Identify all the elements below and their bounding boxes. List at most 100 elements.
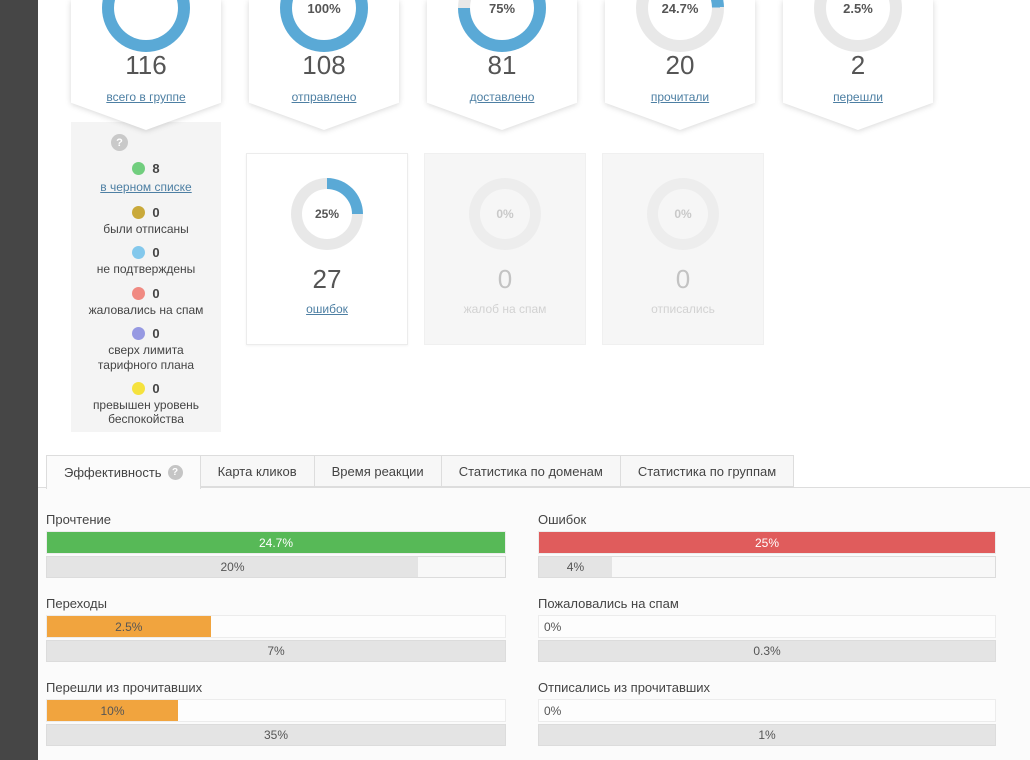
average-bar-fill: 4%: [539, 557, 612, 577]
card-label: жалоб на спам: [463, 302, 547, 316]
metric-spam-rate: Пожаловались на спам 0% 0.3%: [538, 596, 996, 662]
progress-donut: 2.5%: [814, 0, 902, 52]
average-bar-label: 1%: [758, 728, 776, 742]
statistics-tabs: Эффективность ? Карта кликов Время реакц…: [46, 455, 795, 489]
tab-click-map[interactable]: Карта кликов: [200, 455, 315, 487]
average-bar-label: 7%: [267, 644, 285, 658]
legend-item: 0 превышен уровень беспокойства: [71, 381, 221, 427]
legend-dot: [132, 246, 146, 260]
metric-title: Переходы: [46, 596, 107, 611]
progress-donut: [102, 0, 190, 52]
metric-read-rate: Прочтение 24.7% 20%: [46, 512, 506, 578]
legend-label: жаловались на спам: [88, 302, 204, 317]
left-sidebar-strip: [0, 0, 38, 760]
average-bar-label: 35%: [263, 728, 289, 742]
metric-title: Пожаловались на спам: [538, 596, 679, 611]
group-legend-panel: ? 8 в черном списке 0 были отписаны 0 не…: [71, 122, 221, 432]
metrics-column-right: Ошибок 25% 4% Пожаловались на спам 0%: [538, 512, 996, 760]
card-link[interactable]: всего в группе: [106, 90, 186, 104]
legend-label: сверх лимита тарифного плана: [97, 343, 195, 372]
metric-title: Перешли из прочитавших: [46, 680, 203, 695]
tab-group-stats[interactable]: Статистика по группам: [620, 455, 795, 487]
value-bar-label: 25%: [754, 535, 780, 550]
summary-card-total: 116 всего в группе: [71, 0, 221, 130]
card-value: 20: [665, 50, 695, 80]
detail-card-spam-complaints: 0% 0 жалоб на спам: [424, 153, 586, 345]
average-bar-label: 4%: [566, 560, 585, 574]
progress-donut: 0%: [469, 178, 541, 250]
donut-percent: 75%: [488, 0, 516, 16]
help-icon[interactable]: ?: [111, 134, 128, 151]
average-bar-fill: 1%: [539, 725, 995, 745]
legend-label: были отписаны: [103, 222, 189, 236]
card-value: 81: [487, 50, 517, 80]
tab-label: Время реакции: [331, 463, 424, 479]
help-icon[interactable]: ?: [167, 465, 183, 480]
donut-percent: 25%: [314, 207, 340, 221]
value-bar-fill: 0%: [539, 616, 995, 637]
progress-donut: 0%: [647, 178, 719, 250]
tab-label: Эффективность: [64, 465, 162, 480]
tab-effectiveness[interactable]: Эффективность ?: [46, 455, 201, 489]
metric-title: Отписались из прочитавших: [538, 680, 711, 695]
average-bar: 35%: [46, 724, 506, 746]
value-bar: 25%: [538, 531, 996, 554]
legend-dot: [132, 381, 146, 395]
average-bar-fill: 20%: [47, 557, 418, 577]
metric-title: Прочтение: [46, 512, 111, 527]
card-link[interactable]: ошибок: [306, 302, 348, 316]
tab-label: Статистика по доменам: [458, 463, 603, 479]
progress-donut: 24.7%: [636, 0, 724, 52]
card-link[interactable]: отправлено: [291, 90, 357, 104]
value-bar-label: 0%: [544, 703, 562, 718]
legend-dot: [132, 286, 146, 300]
average-bar-label: 0.3%: [753, 644, 781, 658]
value-bar-fill: 10%: [47, 700, 178, 721]
legend-dot: [132, 206, 146, 219]
value-bar-fill: 2.5%: [47, 616, 211, 637]
legend-item: 0 были отписаны: [71, 205, 221, 236]
donut-percent: 2.5%: [843, 0, 873, 16]
legend-item: 0 сверх лимита тарифного плана: [71, 326, 221, 372]
average-bar-fill: 35%: [47, 725, 505, 745]
metric-unsubscribe-rate: Отписались из прочитавших 0% 1%: [538, 680, 996, 746]
average-bar: 4%: [538, 556, 996, 578]
progress-donut: 25%: [291, 178, 363, 250]
donut-percent: 0%: [496, 207, 514, 221]
card-link[interactable]: доставлено: [469, 90, 535, 104]
statistics-page: 116 всего в группе 100% 108 отправлено 7…: [38, 0, 1030, 760]
value-bar-fill: 24.7%: [47, 532, 505, 553]
donut-percent: 24.7%: [661, 0, 699, 16]
legend-count: 0: [152, 326, 160, 342]
tab-reaction-time[interactable]: Время реакции: [314, 455, 442, 487]
summary-card: 2.5% 2 перешли: [783, 0, 933, 130]
value-bar-label: 10%: [100, 703, 125, 718]
value-bar-label: 2.5%: [115, 619, 143, 634]
progress-donut: 75%: [458, 0, 546, 52]
summary-card-delivered: 75% 81 доставлено: [427, 0, 577, 130]
average-bar: 20%: [46, 556, 506, 578]
donut-percent: 100%: [307, 0, 341, 16]
metric-click-rate: Переходы 2.5% 7%: [46, 596, 506, 662]
card-value: 27: [312, 264, 342, 294]
legend-link-blacklist[interactable]: в черном списке: [100, 180, 192, 194]
summary-card: 24.7% 20 прочитали: [605, 0, 755, 130]
legend-dot: [132, 162, 146, 175]
card-value: 108: [302, 50, 346, 80]
metric-click-to-open: Перешли из прочитавших 10% 35%: [46, 680, 506, 746]
card-value: 0: [675, 264, 691, 294]
tab-domain-stats[interactable]: Статистика по доменам: [441, 455, 621, 487]
summary-card-clicked: 2.5% 2 перешли: [783, 0, 933, 130]
summary-card: 75% 81 доставлено: [427, 0, 577, 130]
summary-card: 116 всего в группе: [71, 0, 221, 130]
summary-card-sent: 100% 108 отправлено: [249, 0, 399, 130]
legend-count: 0: [152, 380, 160, 396]
legend-label: не подтверждены: [96, 262, 196, 277]
value-bar-fill: 0%: [539, 700, 995, 721]
value-bar: 2.5%: [46, 615, 506, 638]
card-value: 2: [850, 50, 866, 80]
card-link[interactable]: прочитали: [650, 90, 710, 104]
card-link[interactable]: перешли: [833, 90, 883, 104]
legend-count: 0: [152, 205, 160, 220]
detail-card-errors: 25% 27 ошибок: [246, 153, 408, 345]
